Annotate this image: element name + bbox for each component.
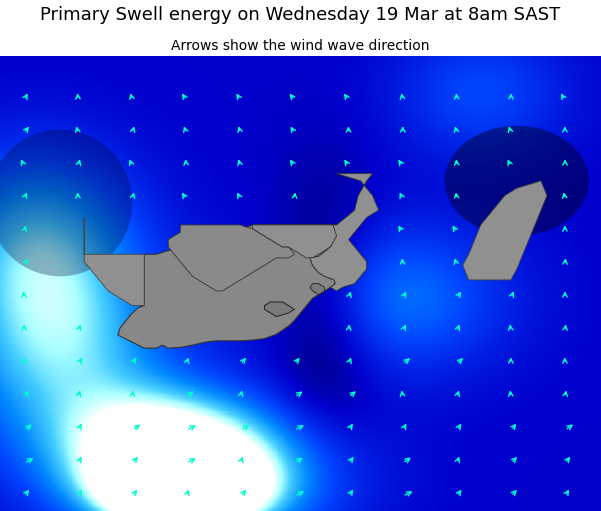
Ellipse shape bbox=[445, 126, 589, 236]
Text: Arrows show the wind wave direction: Arrows show the wind wave direction bbox=[171, 39, 430, 53]
Polygon shape bbox=[310, 174, 379, 291]
Ellipse shape bbox=[0, 130, 132, 276]
Text: Primary Swell energy on Wednesday 19 Mar at 8am SAST: Primary Swell energy on Wednesday 19 Mar… bbox=[40, 6, 561, 25]
Polygon shape bbox=[310, 284, 325, 295]
Polygon shape bbox=[118, 225, 337, 348]
Polygon shape bbox=[252, 225, 337, 258]
Polygon shape bbox=[264, 302, 294, 317]
Polygon shape bbox=[84, 218, 144, 306]
Polygon shape bbox=[463, 181, 547, 280]
Polygon shape bbox=[168, 225, 294, 291]
